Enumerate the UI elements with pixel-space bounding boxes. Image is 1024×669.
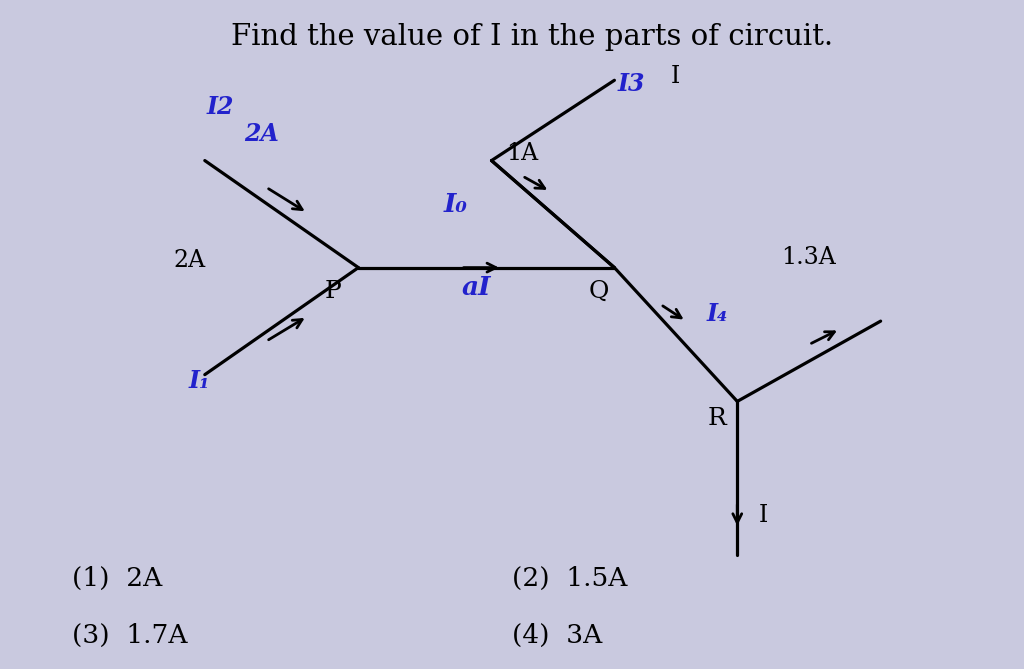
Text: (1)  2A: (1) 2A — [72, 566, 162, 591]
Text: Find the value of I in the parts of circuit.: Find the value of I in the parts of circ… — [231, 23, 834, 51]
Text: 2A: 2A — [173, 250, 206, 272]
Text: I₀: I₀ — [443, 191, 468, 217]
Text: I: I — [671, 66, 681, 88]
Text: 1A: 1A — [506, 142, 539, 165]
Text: Q: Q — [589, 280, 609, 302]
Text: I₄: I₄ — [707, 302, 727, 326]
Text: P: P — [325, 280, 341, 302]
Text: I₁: I₁ — [189, 369, 210, 393]
Text: 1.3A: 1.3A — [781, 246, 837, 269]
Text: (2)  1.5A: (2) 1.5A — [512, 566, 628, 591]
Text: 2A: 2A — [244, 122, 279, 146]
Text: aI: aI — [462, 275, 490, 300]
Text: R: R — [708, 407, 726, 429]
Text: I3: I3 — [618, 72, 645, 96]
Text: (4)  3A: (4) 3A — [512, 623, 602, 648]
Text: I2: I2 — [207, 95, 233, 119]
Text: (3)  1.7A: (3) 1.7A — [72, 623, 187, 648]
Text: I: I — [758, 504, 768, 527]
